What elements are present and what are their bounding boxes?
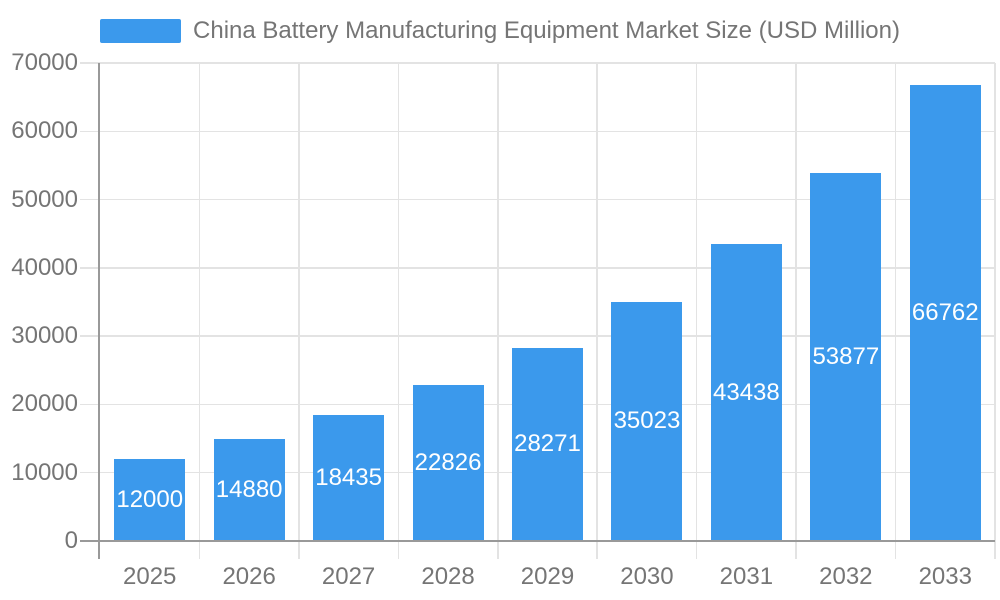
- x-tick-mark: [198, 541, 201, 559]
- x-axis-tick-label: 2029: [520, 563, 575, 590]
- y-axis-line: [98, 63, 100, 559]
- x-gridline: [894, 63, 897, 541]
- y-gridline: [100, 62, 995, 64]
- y-gridline: [100, 267, 995, 269]
- y-tick-mark: [80, 198, 100, 201]
- y-axis-tick-label: 30000: [11, 322, 78, 350]
- y-axis-tick-label: 10000: [11, 458, 78, 486]
- x-tick-mark: [695, 541, 698, 559]
- y-tick-mark: [80, 62, 100, 64]
- x-axis-line: [80, 540, 995, 542]
- y-tick-mark: [80, 130, 100, 133]
- y-gridline: [100, 130, 995, 133]
- x-gridline: [695, 63, 698, 541]
- x-tick-mark: [994, 541, 996, 559]
- y-axis-tick-label: 60000: [11, 117, 78, 145]
- y-tick-mark: [80, 403, 100, 406]
- x-axis-tick-label: 2025: [123, 563, 177, 590]
- bar-2025[interactable]: [114, 459, 186, 540]
- bar-2026[interactable]: [213, 439, 285, 540]
- x-axis-tick-label: 2031: [719, 563, 774, 590]
- x-axis-tick-label: 2026: [222, 563, 276, 590]
- x-axis-tick-label: 2028: [421, 563, 475, 590]
- bar-2031[interactable]: [710, 244, 782, 540]
- x-axis-tick-label: 2033: [918, 563, 972, 590]
- x-gridline: [795, 63, 797, 541]
- legend-swatch-icon: [100, 19, 182, 43]
- y-gridline: [100, 198, 995, 201]
- x-gridline: [298, 63, 300, 541]
- bar-2032[interactable]: [810, 173, 882, 540]
- bar-2028[interactable]: [412, 385, 484, 540]
- x-tick-mark: [795, 541, 797, 559]
- y-tick-mark: [80, 267, 100, 269]
- y-axis-tick-label: 50000: [11, 185, 78, 213]
- x-gridline: [397, 63, 400, 541]
- x-tick-mark: [596, 541, 598, 559]
- x-axis-tick-label: 2027: [321, 563, 376, 590]
- x-gridline: [994, 63, 996, 541]
- x-tick-mark: [497, 541, 499, 559]
- x-axis-tick-label: 2030: [620, 563, 674, 590]
- bar-2030[interactable]: [611, 301, 683, 540]
- legend-item[interactable]: China Battery Manufacturing Equipment Ma…: [0, 15, 1000, 47]
- x-gridline: [596, 63, 598, 541]
- bar-2033[interactable]: [909, 85, 981, 540]
- x-axis-tick-label: 2032: [819, 563, 873, 590]
- y-gridline: [100, 335, 995, 337]
- x-gridline: [198, 63, 201, 541]
- y-tick-mark: [80, 471, 100, 474]
- x-tick-mark: [894, 541, 897, 559]
- y-axis-tick-label: 0: [64, 527, 78, 554]
- bar-2029[interactable]: [512, 347, 583, 540]
- y-axis-tick-label: 20000: [11, 390, 78, 418]
- x-tick-mark: [298, 541, 300, 559]
- x-tick-mark: [397, 541, 400, 559]
- x-gridline: [497, 63, 499, 541]
- y-tick-mark: [80, 335, 100, 337]
- legend-label: China Battery Manufacturing Equipment Ma…: [193, 17, 900, 44]
- bar-2027[interactable]: [313, 415, 385, 540]
- y-axis-tick-label: 40000: [11, 253, 78, 281]
- y-axis-tick-label: 70000: [11, 49, 78, 76]
